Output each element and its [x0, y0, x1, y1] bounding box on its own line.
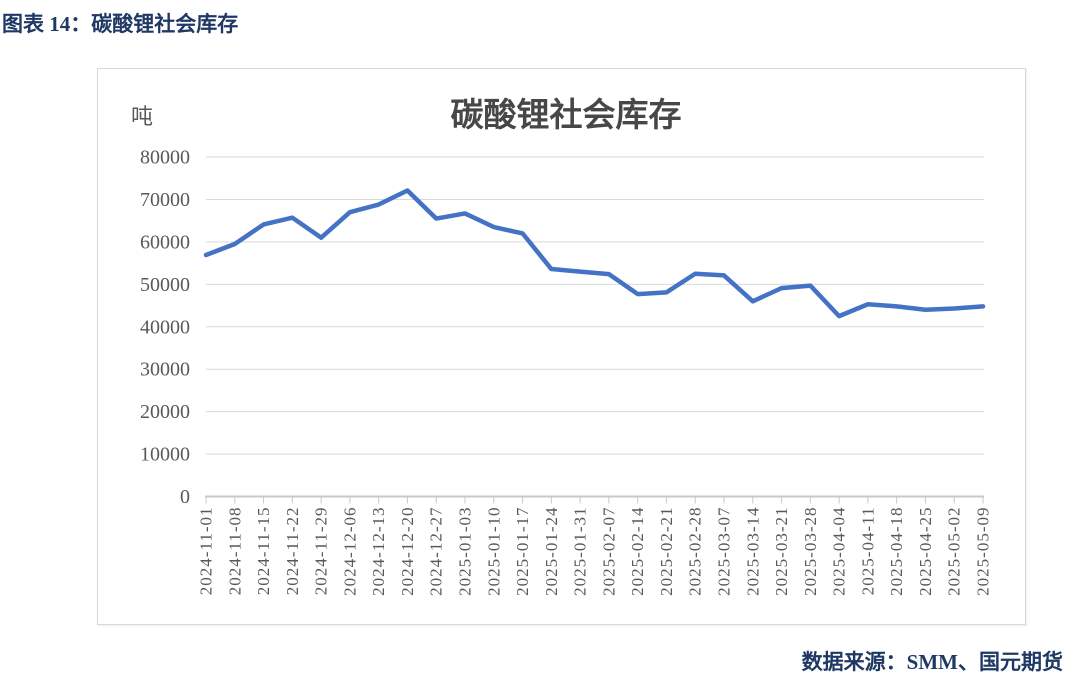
x-axis-tick-label: 2025-03-07	[715, 507, 734, 596]
y-axis-tick-label: 70000	[140, 189, 190, 211]
y-axis-tick-label: 30000	[140, 359, 190, 381]
y-axis-tick-label: 50000	[140, 274, 190, 296]
x-axis-tick-label: 2025-05-02	[945, 507, 964, 596]
x-axis-tick-label: 2025-04-04	[830, 507, 849, 596]
x-axis-tick-label: 2025-02-14	[628, 507, 647, 596]
x-axis-tick-label: 2025-03-28	[801, 507, 820, 596]
source-note: 数据来源：SMM、国元期货	[801, 650, 1063, 674]
x-axis-tick-label: 2024-12-13	[369, 507, 388, 596]
x-axis-tick-label: 2025-04-18	[887, 507, 906, 596]
x-axis-tick-label: 2024-11-29	[312, 507, 331, 596]
inventory-line-chart: 0 10000 20000 30000 40000 50000 60000 70000 8000…	[131, 97, 993, 596]
x-axis-tick-label: 2025-01-10	[484, 507, 503, 596]
y-axis-tick-label: 60000	[140, 231, 190, 253]
y-axis-unit-label: 吨	[131, 104, 153, 129]
x-axis-tick-label: 2025-01-03	[456, 507, 475, 596]
x-axis-tick-label: 2025-05-09	[974, 507, 993, 596]
y-axis-tick-label: 10000	[140, 444, 190, 466]
x-axis-tick-label: 2024-11-01	[197, 507, 216, 596]
x-axis-tick-label: 2024-11-22	[283, 507, 302, 596]
y-axis-tick-label: 80000	[140, 147, 190, 169]
x-axis-tick-label: 2024-12-06	[340, 507, 359, 596]
x-axis-tick-label: 2025-01-31	[571, 507, 590, 596]
figure-caption: 图表 14：碳酸锂社会库存	[2, 12, 239, 36]
x-axis-tick-label: 2025-02-07	[599, 507, 618, 596]
y-axis-tick-label: 20000	[140, 401, 190, 423]
x-axis-tick-label: 2025-04-25	[916, 507, 935, 596]
x-axis-tick-label: 2024-12-20	[398, 507, 417, 596]
x-axis-tick-label: 2024-11-08	[225, 507, 244, 596]
chart-title: 碳酸锂社会库存	[451, 97, 682, 134]
x-axis-tick-label: 2025-03-14	[743, 507, 762, 596]
x-axis-tick-label: 2025-01-17	[513, 507, 532, 596]
y-axis-tick-label: 40000	[140, 316, 190, 338]
x-axis-tick-label: 2025-02-21	[657, 507, 676, 596]
x-axis-tick-label: 2025-04-11	[858, 507, 877, 596]
y-axis-tick-label: 0	[180, 486, 190, 508]
x-axis-tick-label: 2024-12-27	[427, 507, 446, 596]
x-axis-tick-label: 2025-03-21	[772, 507, 791, 596]
x-axis-tick-label: 2024-11-15	[254, 507, 273, 596]
x-axis-tick-label: 2025-01-24	[542, 507, 561, 596]
chart-panel: 0 10000 20000 30000 40000 50000 60000 70000 8000…	[97, 68, 1026, 625]
x-axis-tick-label: 2025-02-28	[686, 507, 705, 596]
inventory-series-line	[203, 188, 986, 319]
